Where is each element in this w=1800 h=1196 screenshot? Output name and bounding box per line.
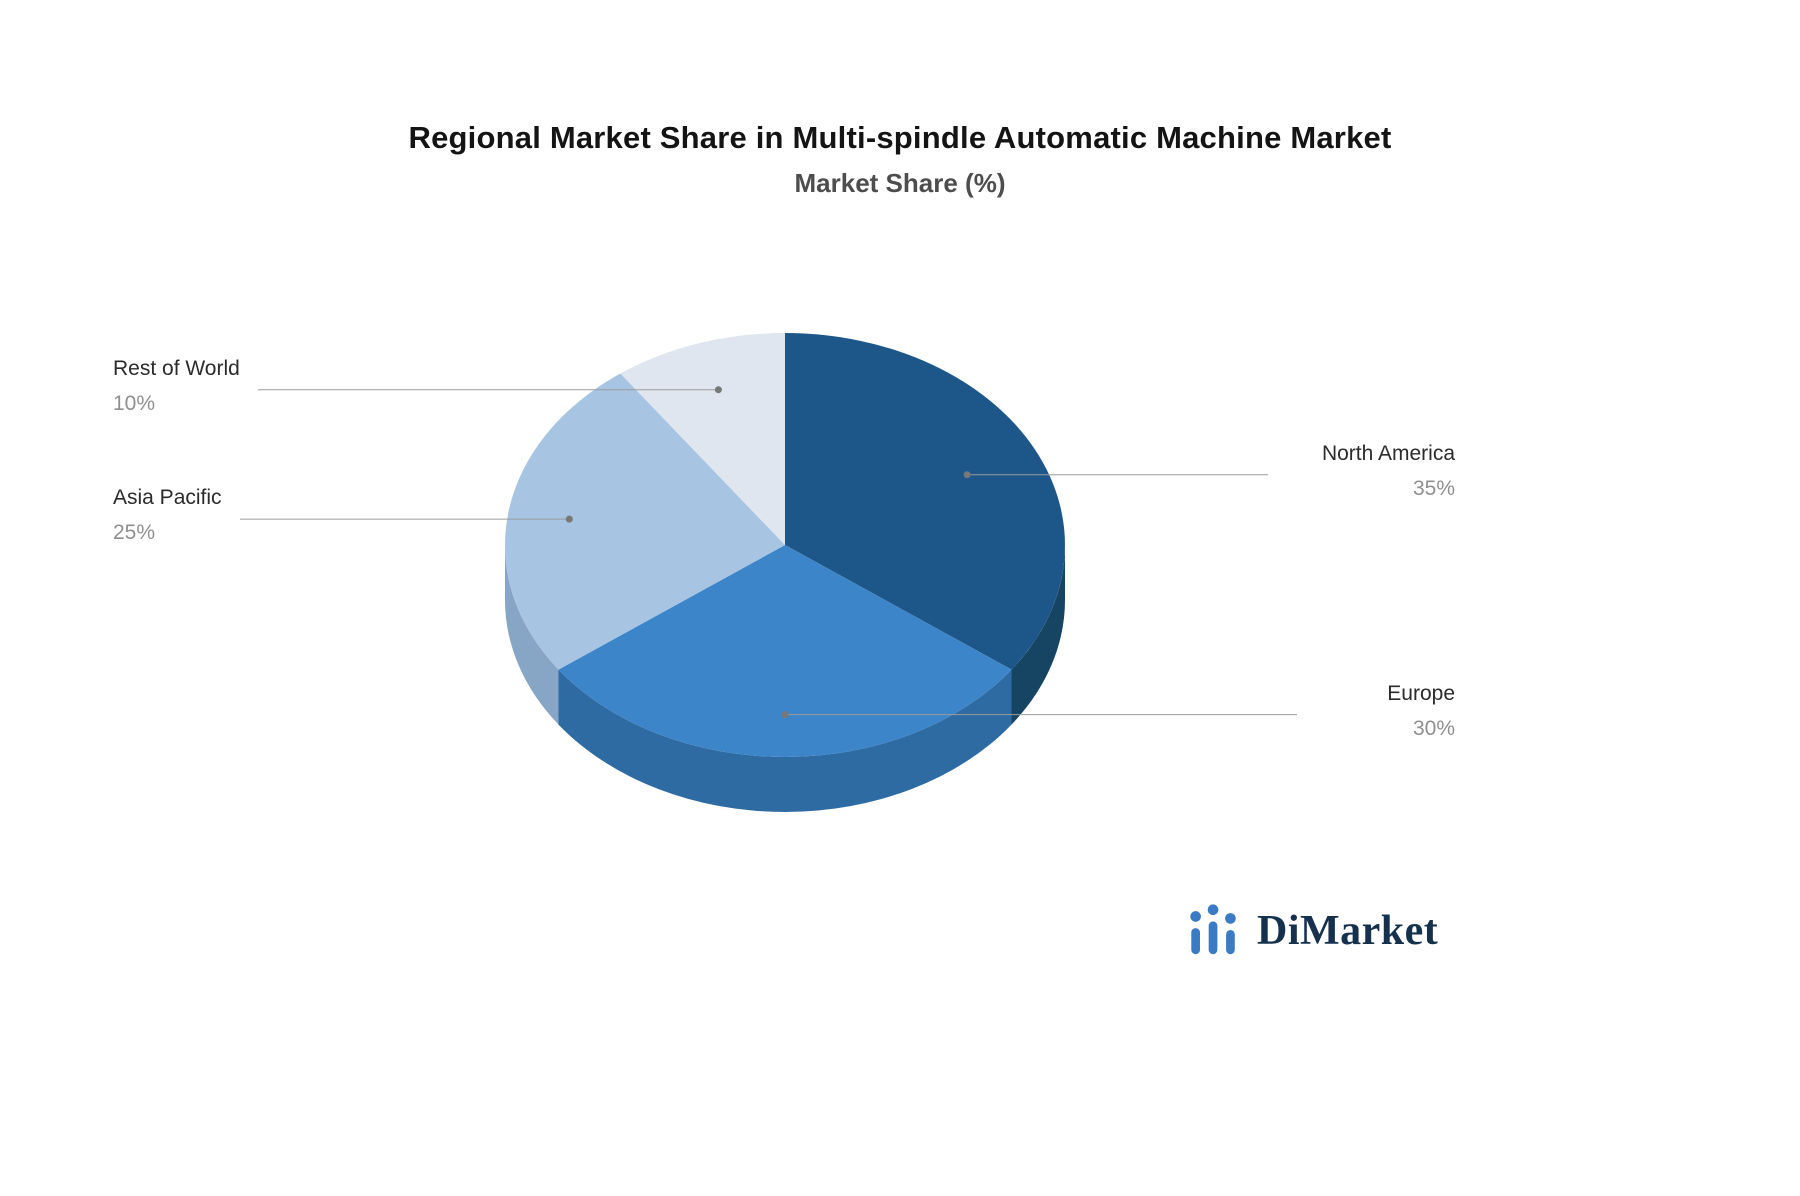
chart-subtitle: Market Share (%)	[794, 168, 1006, 198]
slice-value: 10%	[113, 391, 156, 415]
callout-dot-europe	[781, 711, 789, 719]
slice-value: 35%	[1412, 476, 1455, 500]
callout-dot-north-america	[963, 471, 971, 479]
callout-dot-asia-pacific	[565, 515, 573, 523]
slice-label: Rest of World	[113, 356, 240, 380]
pie-slice-side-europe	[558, 669, 1012, 812]
slice-label: Asia Pacific	[113, 486, 222, 510]
chart-title: Regional Market Share in Multi-spindle A…	[408, 120, 1392, 155]
slice-label: North America	[1321, 441, 1455, 465]
slice-value: 30%	[1412, 716, 1455, 740]
brand-name: DiMarket	[1257, 908, 1439, 954]
pie-slice-rest-of-world[interactable]	[620, 333, 785, 545]
pie-slice-side-north-america	[1011, 545, 1065, 725]
slice-value: 25%	[113, 521, 156, 545]
pie-slice-asia-pacific[interactable]	[505, 373, 785, 670]
callout-dot-rest-of-world	[714, 386, 722, 394]
brand-logo: DiMarket	[1185, 902, 1438, 960]
pie-slice-side-asia-pacific	[505, 545, 559, 725]
pie-slice-europe[interactable]	[558, 545, 1012, 757]
slice-callout-rest-of-world: Rest of World 10%	[113, 356, 240, 417]
bar-chart-logo-icon	[1190, 904, 1236, 955]
slice-callout-north-america: North America 35%	[1322, 441, 1455, 502]
slice-label: Europe	[1387, 681, 1455, 705]
slice-callout-asia-pacific: Asia Pacific 25%	[113, 485, 222, 546]
pie-slice-north-america[interactable]	[785, 333, 1065, 670]
slice-callout-europe: Europe 30%	[1387, 681, 1455, 742]
